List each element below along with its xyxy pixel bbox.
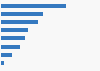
- Bar: [1, 20, 38, 24]
- Bar: [1, 28, 28, 32]
- Bar: [1, 36, 25, 40]
- Bar: [1, 45, 20, 49]
- Bar: [1, 4, 66, 8]
- Bar: [1, 12, 43, 16]
- Bar: [1, 53, 12, 57]
- Bar: [1, 61, 4, 65]
